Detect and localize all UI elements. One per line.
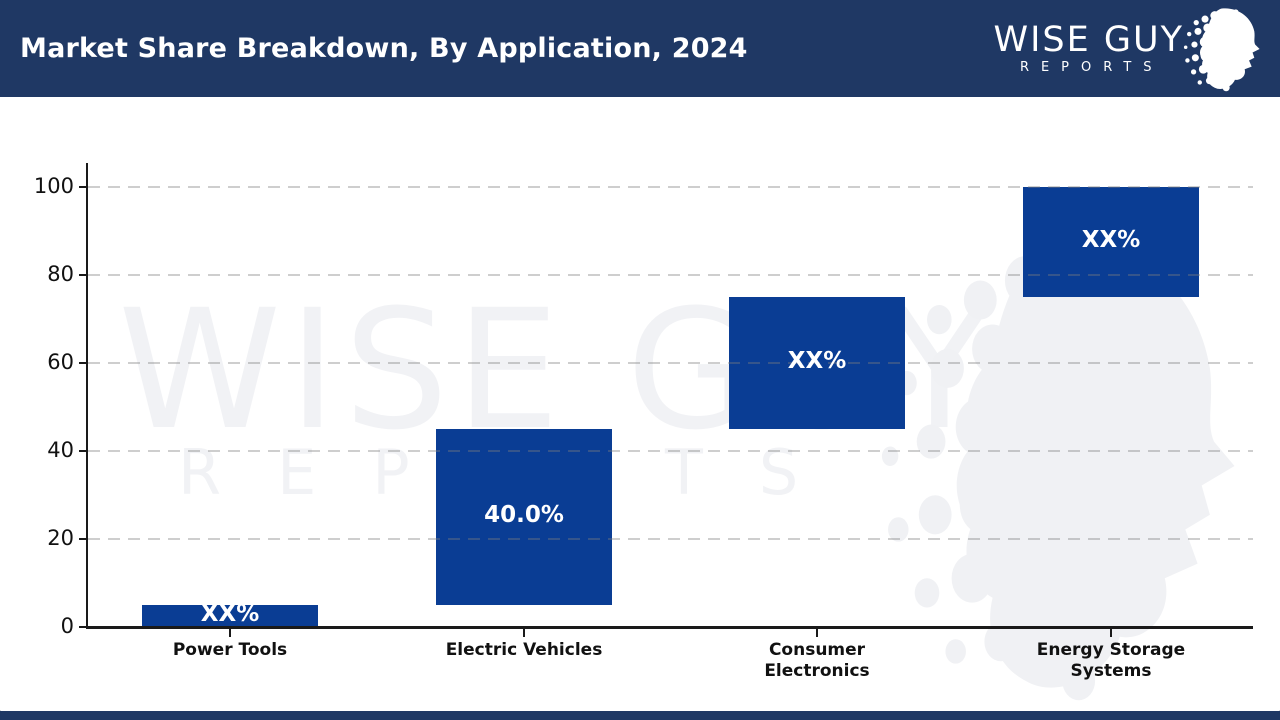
- y-tick-label: 40: [47, 438, 74, 462]
- gridline-y40: [88, 450, 1253, 452]
- y-tick-label: 0: [60, 614, 74, 638]
- bar-value-label: XX%: [1081, 227, 1141, 253]
- y-tick-mark: [79, 186, 88, 188]
- y-tick-mark: [79, 538, 88, 540]
- x-tick-mark: [523, 629, 525, 637]
- footer-bar: [0, 711, 1280, 720]
- y-tick-label: 80: [47, 262, 74, 286]
- y-tick-mark: [79, 274, 88, 276]
- bar-1: [142, 605, 318, 627]
- category-label: Consumer Electronics: [764, 640, 870, 681]
- header-bar: Market Share Breakdown, By Application, …: [0, 0, 1280, 97]
- gridline-y60: [88, 362, 1253, 364]
- page-title: Market Share Breakdown, By Application, …: [20, 33, 748, 64]
- wiseguy-logo-text: WISE GUY REPORTS: [993, 22, 1184, 75]
- y-tick-label: 100: [33, 174, 74, 198]
- bar-4: [1023, 187, 1199, 297]
- bar-value-label: XX%: [787, 348, 847, 374]
- y-tick-label: 60: [47, 350, 74, 374]
- category-label: Energy Storage Systems: [1036, 640, 1186, 681]
- y-tick-mark: [79, 362, 88, 364]
- y-axis-spine: [86, 163, 88, 629]
- bar-3: [729, 297, 905, 429]
- gridline-y20: [88, 538, 1253, 540]
- y-tick-label: 20: [47, 526, 74, 550]
- y-tick-mark: [79, 626, 88, 628]
- x-axis-spine: [88, 626, 1253, 629]
- category-label: Power Tools: [172, 640, 288, 660]
- x-tick-mark: [229, 629, 231, 637]
- wiseguy-logo: WISE GUY REPORTS: [993, 5, 1280, 93]
- category-label: Electric Vehicles: [445, 640, 603, 660]
- logo-subtitle: REPORTS: [1019, 60, 1164, 75]
- bar-value-label: 40.0%: [484, 502, 564, 528]
- y-tick-mark: [79, 450, 88, 452]
- bar-2: [436, 429, 612, 605]
- logo-wordmark: WISE GUY: [993, 20, 1184, 60]
- x-tick-mark: [1110, 629, 1112, 637]
- x-tick-mark: [816, 629, 818, 637]
- bar-value-label: XX%: [200, 601, 260, 627]
- gridline-y100: [88, 186, 1253, 188]
- wiseguy-face-icon: [1170, 5, 1270, 93]
- gridline-y80: [88, 274, 1253, 276]
